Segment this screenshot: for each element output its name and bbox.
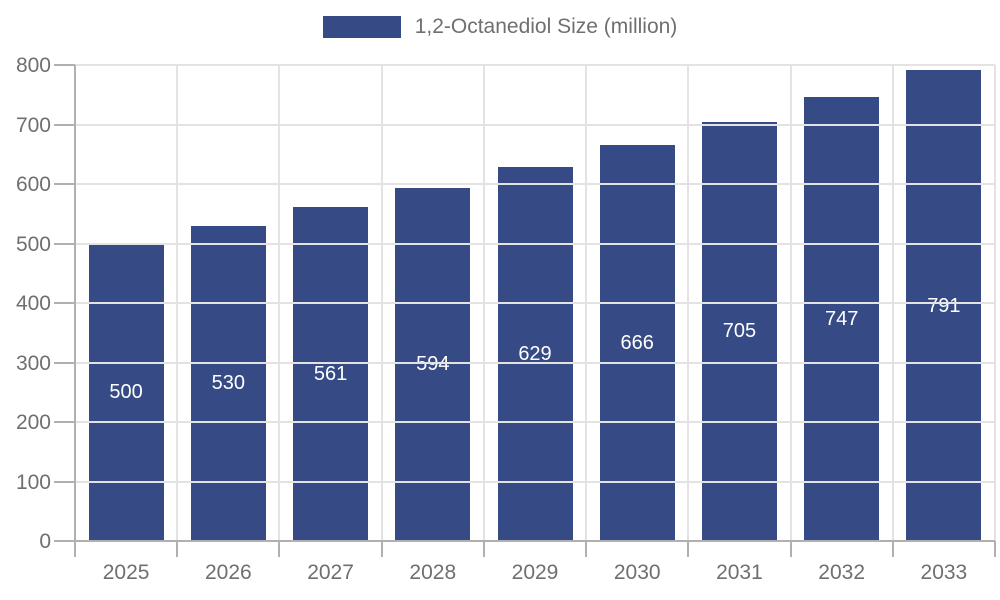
v-gridline: [687, 65, 690, 541]
x-axis-tick: [74, 541, 76, 557]
bar[interactable]: 561: [293, 207, 369, 541]
h-gridline: [75, 361, 995, 364]
bar[interactable]: 747: [804, 96, 880, 541]
y-axis-tick: [54, 242, 75, 245]
bar-value-label: 594: [416, 353, 450, 376]
x-axis-tick: [789, 541, 792, 557]
v-gridline: [176, 65, 179, 541]
x-axis-tick-label: 2025: [102, 561, 150, 584]
v-gridline: [994, 65, 996, 541]
h-gridline: [75, 64, 995, 66]
x-axis-tick: [994, 541, 996, 557]
y-axis-tick: [54, 183, 75, 185]
y-axis-tick-label: 300: [15, 351, 51, 375]
x-axis-tick: [482, 541, 485, 557]
y-axis-line: [74, 65, 76, 542]
plot-area: 500 530 561 594 629 666 705 747 791: [75, 65, 995, 541]
bar-value-label: 791: [927, 294, 961, 317]
bar-value-label: 666: [620, 331, 654, 354]
h-gridline: [75, 480, 995, 483]
y-axis-tick: [54, 540, 75, 542]
v-gridline: [278, 65, 281, 541]
y-axis-tick: [54, 421, 75, 423]
bar[interactable]: 594: [395, 187, 471, 541]
y-axis-tick-label: 400: [15, 292, 51, 315]
h-gridline: [75, 242, 995, 245]
v-gridline: [585, 65, 588, 541]
y-axis-tick-label: 500: [15, 232, 51, 256]
y-axis-tick-label: 100: [15, 470, 51, 494]
x-axis-tick-label: 2033: [920, 561, 968, 584]
legend-swatch: [322, 15, 401, 38]
y-axis-tick: [54, 123, 75, 126]
x-axis-tick-label: 2026: [204, 561, 252, 584]
y-axis-tick-label: 0: [39, 530, 51, 553]
v-gridline: [482, 65, 485, 541]
x-axis-tick-label: 2032: [818, 561, 866, 584]
y-axis-tick: [54, 361, 75, 364]
y-axis-tick-label: 800: [15, 54, 51, 77]
y-axis-tick: [54, 64, 75, 66]
legend-label: 1,2-Octanediol Size (million): [414, 15, 678, 38]
x-axis-tick: [176, 541, 179, 557]
y-axis-tick-label: 700: [15, 113, 51, 137]
bar-value-label: 629: [518, 342, 552, 365]
h-gridline: [75, 421, 995, 423]
x-axis-tick-label: 2031: [716, 561, 763, 584]
v-gridline: [380, 65, 383, 541]
bar-value-label: 500: [109, 381, 143, 404]
y-axis-tick-label: 200: [15, 411, 51, 434]
bar[interactable]: 530: [190, 225, 266, 541]
x-axis-tick-label: 2028: [409, 561, 457, 584]
y-axis-tick-label: 600: [15, 173, 51, 196]
h-gridline: [75, 123, 995, 126]
bar[interactable]: 666: [599, 144, 675, 541]
x-axis-tick: [380, 541, 383, 557]
v-gridline: [891, 65, 894, 541]
x-axis-tick-label: 2027: [307, 561, 354, 584]
h-gridline: [75, 302, 995, 304]
bar[interactable]: 705: [701, 121, 777, 541]
bar-value-label: 561: [313, 363, 348, 386]
legend[interactable]: 1,2-Octanediol Size (million): [0, 14, 1000, 39]
bar[interactable]: 629: [497, 166, 573, 541]
x-axis-tick: [585, 541, 588, 557]
bar[interactable]: 500: [88, 243, 164, 541]
x-axis-line: [74, 540, 995, 542]
h-gridline: [75, 183, 995, 185]
y-axis-tick: [54, 480, 75, 483]
x-axis-tick-label: 2029: [511, 561, 559, 584]
x-axis-tick: [278, 541, 281, 557]
x-axis-tick-label: 2030: [613, 561, 661, 584]
bar-value-label: 530: [211, 372, 246, 395]
x-axis-tick: [687, 541, 690, 557]
v-gridline: [789, 65, 792, 541]
y-axis-tick: [54, 302, 75, 304]
bar[interactable]: 791: [906, 70, 982, 541]
bar-value-label: 705: [722, 320, 757, 343]
x-axis-tick: [891, 541, 894, 557]
bar-value-label: 747: [824, 307, 859, 330]
